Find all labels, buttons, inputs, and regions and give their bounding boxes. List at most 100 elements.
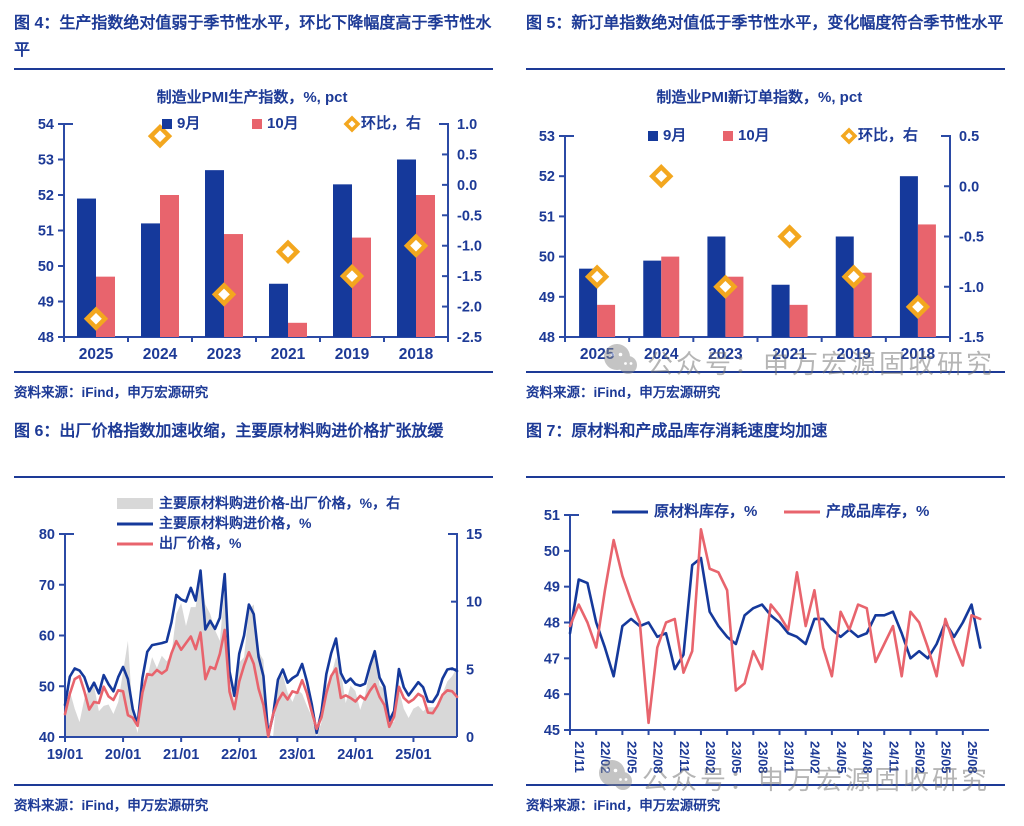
svg-text:51: 51	[539, 209, 555, 225]
svg-text:24/05: 24/05	[834, 741, 849, 774]
svg-text:2018: 2018	[399, 346, 434, 363]
figure-5-chart-title: 制造业PMI新订单指数，%, pct	[656, 89, 863, 106]
svg-text:54: 54	[38, 117, 54, 133]
svg-text:45: 45	[544, 723, 560, 739]
svg-text:9月: 9月	[663, 127, 686, 144]
svg-text:40: 40	[39, 730, 55, 746]
svg-text:产成品库存，%: 产成品库存，%	[826, 502, 929, 520]
svg-text:49: 49	[539, 290, 555, 306]
figure-7-title: 图 7：原材料和产成品库存消耗速度均加速	[526, 418, 1005, 478]
svg-text:-1.0: -1.0	[457, 239, 482, 255]
svg-text:5: 5	[466, 662, 474, 678]
svg-text:22/08: 22/08	[651, 741, 666, 774]
svg-text:1.0: 1.0	[457, 117, 477, 133]
svg-text:22/11: 22/11	[677, 741, 692, 773]
svg-text:2019: 2019	[837, 346, 872, 363]
svg-text:19/01: 19/01	[47, 747, 83, 763]
svg-text:47: 47	[544, 651, 560, 667]
svg-text:22/01: 22/01	[221, 747, 257, 763]
svg-text:0.5: 0.5	[959, 129, 979, 145]
figure-6-panel: 图 6：出厂价格指数加速收缩，主要原材料购进价格扩张放缓 40 50 60 70 80 0…	[14, 418, 510, 822]
svg-text:49: 49	[544, 580, 560, 596]
figure-5-title: 图 5：新订单指数绝对值低于季节性水平，变化幅度符合季节性水平	[526, 10, 1005, 70]
figure-6-title: 图 6：出厂价格指数加速收缩，主要原材料购进价格扩张放缓	[14, 418, 493, 478]
figure-6-chart: 40 50 60 70 80 0 5 10 15 19/01 20/01 21/01 22/01 23/0…	[14, 492, 510, 803]
svg-text:22/02: 22/02	[598, 741, 613, 774]
svg-text:70: 70	[39, 578, 55, 594]
svg-text:51: 51	[544, 508, 560, 524]
figure-5-chart: 48 49 50 51 52 53 -1.5 -1.0 -0.5 0.0 0.5 2025 2024 20…	[526, 110, 1012, 375]
svg-text:50: 50	[38, 259, 54, 275]
figure-4-panel: 图 4：生产指数绝对值弱于季节性水平，环比下降幅度高于季节性水平 制造业PMI生…	[14, 10, 510, 410]
svg-text:24/11: 24/11	[886, 741, 901, 773]
svg-text:50: 50	[39, 679, 55, 695]
svg-text:-2.0: -2.0	[457, 300, 482, 316]
figure-5-source: 资料来源：iFind，申万宏源研究	[526, 371, 1005, 401]
svg-text:2018: 2018	[901, 346, 936, 363]
figure-4-chart: 48 49 50 51 52 53 54 -2.5 -2.0 -1.5 -1.0 -0.5 0.0 0.5…	[14, 110, 510, 375]
figure-7-chart: 45 46 47 48 49 50 51 21/11 22/02 22/05 22/08 22/11 2…	[526, 498, 1012, 813]
svg-text:48: 48	[539, 330, 555, 346]
svg-text:0: 0	[466, 730, 474, 746]
svg-text:49: 49	[38, 295, 54, 311]
figure-4-title: 图 4：生产指数绝对值弱于季节性水平，环比下降幅度高于季节性水平	[14, 10, 493, 70]
svg-text:0.5: 0.5	[457, 147, 477, 163]
svg-text:24/01: 24/01	[337, 747, 373, 763]
svg-text:25/08: 25/08	[965, 741, 980, 774]
svg-text:21/11: 21/11	[572, 741, 587, 773]
figure-6-source: 资料来源：iFind，申万宏源研究	[14, 784, 493, 814]
svg-text:23/02: 23/02	[703, 741, 718, 774]
svg-text:51: 51	[38, 224, 54, 240]
svg-text:2023: 2023	[708, 346, 743, 363]
svg-text:10月: 10月	[267, 115, 299, 132]
svg-text:22/05: 22/05	[624, 741, 639, 774]
svg-text:-1.0: -1.0	[959, 280, 984, 296]
svg-text:-1.5: -1.5	[457, 269, 482, 285]
svg-text:2021: 2021	[772, 346, 807, 363]
svg-text:24/08: 24/08	[860, 741, 875, 774]
svg-text:主要原材料购进价格-出厂价格，%，右: 主要原材料购进价格-出厂价格，%，右	[159, 495, 400, 511]
svg-text:25/01: 25/01	[395, 747, 431, 763]
figure-7-source: 资料来源：iFind，申万宏源研究	[526, 784, 1005, 814]
svg-text:53: 53	[38, 153, 54, 169]
svg-text:46: 46	[544, 687, 560, 703]
svg-text:2024: 2024	[143, 346, 178, 363]
svg-text:主要原材料购进价格，%: 主要原材料购进价格，%	[159, 515, 312, 531]
svg-text:-0.5: -0.5	[959, 230, 984, 246]
svg-text:2024: 2024	[644, 346, 679, 363]
svg-text:50: 50	[544, 544, 560, 560]
figure-4-source: 资料来源：iFind，申万宏源研究	[14, 371, 493, 401]
svg-text:52: 52	[539, 169, 555, 185]
svg-text:2021: 2021	[271, 346, 306, 363]
svg-text:25/02: 25/02	[912, 741, 927, 774]
svg-text:0.0: 0.0	[457, 178, 477, 194]
figure-4-chart-title: 制造业PMI生产指数，%, pct	[156, 89, 348, 106]
svg-text:环比，右: 环比，右	[361, 114, 421, 132]
svg-text:60: 60	[39, 629, 55, 645]
svg-text:23/05: 23/05	[729, 741, 744, 774]
svg-text:原材料库存，%: 原材料库存，%	[654, 502, 757, 520]
svg-text:80: 80	[39, 527, 55, 543]
svg-text:23/11: 23/11	[782, 741, 797, 773]
svg-text:-0.5: -0.5	[457, 208, 482, 224]
svg-text:50: 50	[539, 250, 555, 266]
svg-text:21/01: 21/01	[163, 747, 199, 763]
svg-text:0.0: 0.0	[959, 179, 979, 195]
svg-text:20/01: 20/01	[105, 747, 141, 763]
svg-text:48: 48	[38, 330, 54, 346]
svg-text:2023: 2023	[207, 346, 242, 363]
svg-text:23/01: 23/01	[279, 747, 315, 763]
figure-5-panel: 图 5：新订单指数绝对值低于季节性水平，变化幅度符合季节性水平 制造业PMI新订…	[526, 10, 1012, 410]
svg-text:2025: 2025	[79, 346, 114, 363]
svg-text:15: 15	[466, 527, 482, 543]
svg-text:2019: 2019	[335, 346, 370, 363]
svg-text:2025: 2025	[580, 346, 615, 363]
svg-text:25/05: 25/05	[939, 741, 954, 774]
svg-text:23/08: 23/08	[755, 741, 770, 774]
svg-text:10月: 10月	[738, 127, 770, 144]
svg-text:环比，右: 环比，右	[858, 126, 918, 144]
svg-text:52: 52	[38, 188, 54, 204]
svg-text:出厂价格，%: 出厂价格，%	[159, 535, 242, 551]
svg-text:53: 53	[539, 129, 555, 145]
svg-text:48: 48	[544, 616, 560, 632]
